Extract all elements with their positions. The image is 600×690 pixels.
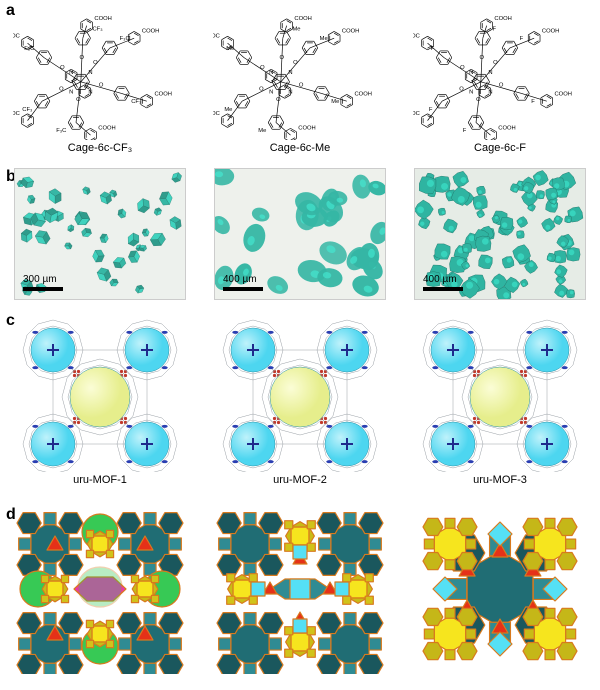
svg-text:HOOC: HOOC [213,111,220,117]
svg-text:COOH: COOH [498,125,515,131]
svg-text:N: N [288,89,292,95]
chem-structure-2: NNNNOCOOHFOCOOHFOCOOHFOHOOCFOHOOCFOCOOHF… [410,14,590,154]
svg-text:HOOC: HOOC [213,33,220,39]
svg-text:F₃C: F₃C [24,46,34,52]
svg-text:Me: Me [292,26,300,32]
svg-text:COOH: COOH [354,91,371,97]
scalebar: 400 µm [223,274,263,291]
panel-label-c: c [6,312,15,330]
svg-text:O: O [459,87,464,93]
crystal-caption: uru-MOF-2 [273,474,327,486]
svg-text:HOOC: HOOC [13,111,20,117]
row-d [0,494,600,690]
chem-structure-0: NNNNOCOOHF₃COCOOHCF₃OCOOHF₃COHOOCCF₃OHOO… [10,14,190,154]
svg-text:COOH: COOH [142,28,159,34]
svg-text:O: O [260,65,265,71]
svg-text:Me: Me [319,36,327,42]
svg-text:COOH: COOH [98,125,115,131]
micrograph-0: 300 µm [14,168,186,300]
svg-text:HOOC: HOOC [13,33,20,39]
svg-text:CF₃: CF₃ [92,26,103,32]
crystal-caption: uru-MOF-3 [473,474,527,486]
svg-text:COOH: COOH [154,91,171,97]
svg-text:F: F [431,46,435,52]
svg-text:Me: Me [258,128,266,134]
chem-caption: Cage-6c-Me [270,142,331,154]
svg-text:O: O [499,83,504,89]
svg-text:O: O [493,60,498,66]
svg-text:N: N [469,89,473,95]
svg-text:Me: Me [331,99,339,105]
chem-caption: Cage-6c-F [474,142,526,154]
svg-text:O: O [476,97,481,103]
svg-text:F: F [463,128,467,134]
scalebar: 400 µm [423,274,463,291]
svg-text:COOH: COOH [542,28,559,34]
svg-text:O: O [93,60,98,66]
svg-text:COOH: COOH [294,16,311,22]
crystal-structure-1: uru-MOF-2 [210,312,390,486]
svg-text:COOH: COOH [494,16,511,22]
svg-text:O: O [60,65,65,71]
svg-text:O: O [259,87,264,93]
svg-text:O: O [479,55,484,61]
svg-text:HOOC: HOOC [413,111,420,117]
crystal-structure-0: uru-MOF-1 [10,312,190,486]
svg-text:O: O [299,83,304,89]
chem-structure-1: NNNNOCOOHMeOCOOHMeOCOOHMeOHOOCMeOHOOCMeO… [210,14,390,154]
svg-text:CF₃: CF₃ [131,99,142,105]
panel-label-a: a [6,2,15,20]
svg-text:F: F [519,36,523,42]
svg-text:O: O [79,55,84,61]
svg-text:N: N [269,89,273,95]
svg-text:HOOC: HOOC [413,33,420,39]
micrograph-2: 400 µm [414,168,586,300]
svg-text:F₃C: F₃C [119,36,129,42]
crystal-caption: uru-MOF-1 [73,474,127,486]
svg-text:O: O [99,83,104,89]
chem-caption: Cage-6c-CF₃ [68,142,132,154]
svg-text:N: N [69,89,73,95]
svg-text:N: N [488,89,492,95]
svg-text:O: O [59,87,64,93]
svg-text:Me: Me [224,107,232,113]
tiling-polyhedra-1 [210,504,390,674]
tiling-polyhedra-2 [410,504,590,674]
svg-text:CF₃: CF₃ [22,107,33,113]
svg-text:COOH: COOH [342,28,359,34]
tiling-polyhedra-0 [10,504,190,674]
crystal-structure-2: uru-MOF-3 [410,312,590,486]
row-c: uru-MOF-1 uru-MOF-2 uru-MOF-3 [0,304,600,494]
scalebar: 300 µm [23,274,63,291]
svg-text:COOH: COOH [554,91,571,97]
figure: a NNNNOCOOHF₃COCOOHCF₃OCOOHF₃COHOOCCF₃OH… [0,0,600,690]
row-b: 300 µm 400 µm 400 µm [0,164,600,304]
svg-text:Me: Me [226,46,234,52]
svg-text:F₃C: F₃C [56,128,66,134]
row-a: NNNNOCOOHF₃COCOOHCF₃OCOOHF₃COHOOCCF₃OHOO… [0,0,600,164]
svg-text:O: O [76,97,81,103]
svg-text:O: O [279,55,284,61]
svg-text:COOH: COOH [94,16,111,22]
svg-text:N: N [88,89,92,95]
svg-text:O: O [460,65,465,71]
svg-text:O: O [293,60,298,66]
svg-text:COOH: COOH [298,125,315,131]
panel-label-d: d [6,506,16,524]
svg-text:O: O [276,97,281,103]
svg-text:F: F [531,99,535,105]
svg-text:F: F [429,107,433,113]
micrograph-1: 400 µm [214,168,386,300]
svg-text:F: F [492,26,496,32]
